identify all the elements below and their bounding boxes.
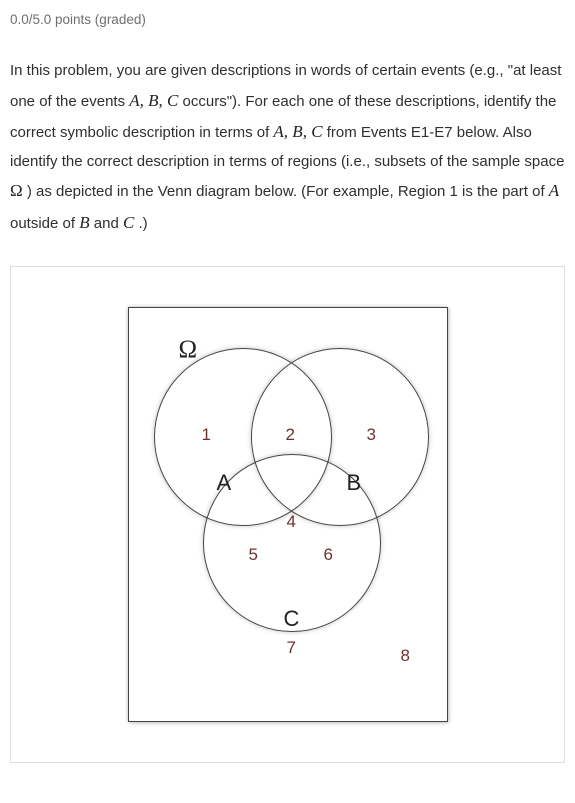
region-1: 1 (202, 425, 211, 445)
math-abc-2: A, B, C (273, 122, 322, 141)
prompt-text: outside of (10, 215, 79, 232)
prompt-text: .) (139, 215, 148, 232)
venn-diagram: Ω A B C 1 2 3 4 5 6 7 8 (128, 307, 448, 722)
region-3: 3 (367, 425, 376, 445)
math-b: B (79, 213, 89, 232)
region-7: 7 (287, 638, 296, 658)
math-a: A (549, 181, 559, 200)
region-2: 2 (286, 425, 295, 445)
region-6: 6 (324, 545, 333, 565)
prompt-text: ) as depicted in the Venn diagram below.… (27, 183, 549, 200)
problem-prompt: In this problem, you are given descripti… (10, 57, 565, 238)
math-abc-1: A, B, C (129, 91, 178, 110)
math-c: C (123, 213, 134, 232)
omega-label: Ω (179, 336, 198, 364)
region-5: 5 (249, 545, 258, 565)
grading-points: 0.0/5.0 points (graded) (10, 12, 565, 27)
set-label-b: B (347, 470, 362, 496)
prompt-text: and (94, 215, 123, 232)
set-label-a: A (217, 470, 232, 496)
region-8: 8 (401, 646, 410, 666)
figure-container: Ω A B C 1 2 3 4 5 6 7 8 (10, 266, 565, 763)
math-omega: Ω (10, 181, 23, 200)
region-4: 4 (287, 512, 296, 532)
set-label-c: C (284, 606, 300, 632)
